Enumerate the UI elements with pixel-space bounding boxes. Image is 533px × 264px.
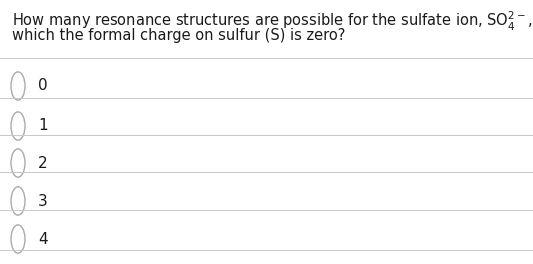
Text: 1: 1 xyxy=(38,119,47,134)
Text: 0: 0 xyxy=(38,78,47,93)
Text: 4: 4 xyxy=(38,232,47,247)
Text: which the formal charge on sulfur (S) is zero?: which the formal charge on sulfur (S) is… xyxy=(12,28,345,43)
Text: How many resonance structures are possible for the sulfate ion, SO$_4^{2-}$, in: How many resonance structures are possib… xyxy=(12,10,533,33)
Text: 2: 2 xyxy=(38,155,47,171)
Text: 3: 3 xyxy=(38,194,48,209)
